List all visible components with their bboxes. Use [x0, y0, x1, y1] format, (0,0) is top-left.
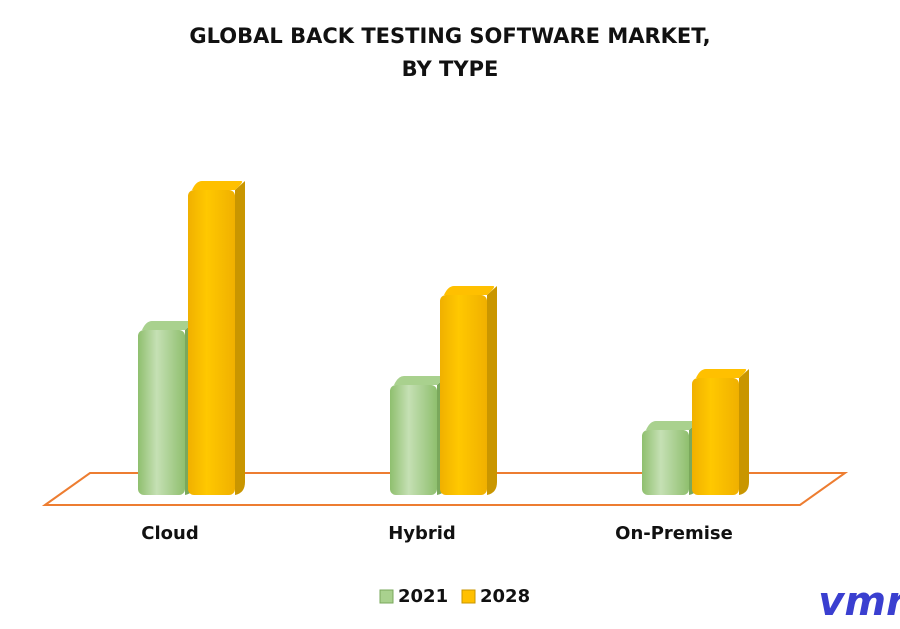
bar: [390, 376, 447, 495]
bar: [440, 286, 497, 495]
legend-swatch: [461, 589, 476, 604]
legend-swatch: [379, 589, 394, 604]
logo: vmr: [818, 579, 900, 625]
x-tick-label: Hybrid: [388, 523, 456, 544]
chart-title: GLOBAL BACK TESTING SOFTWARE MARKET,: [189, 24, 710, 48]
bar-part: [642, 430, 689, 495]
legend-label: 2021: [398, 586, 448, 607]
bar-part: [138, 330, 185, 495]
chart-title: BY TYPE: [402, 57, 499, 81]
x-tick-label: Cloud: [141, 523, 198, 544]
bar-part: [188, 190, 235, 495]
bar-part: [390, 385, 437, 495]
bar-part: [192, 181, 243, 190]
bar-part: [487, 286, 497, 495]
bar: [692, 369, 749, 495]
floor: [41, 472, 849, 506]
bar-part: [692, 378, 739, 495]
bar: [642, 421, 699, 495]
bar-part: [646, 421, 697, 430]
bar-part: [394, 376, 445, 385]
bar-part: [444, 286, 495, 295]
bar-part: [696, 369, 747, 378]
bar-part: [739, 369, 749, 495]
bar-part: [440, 295, 487, 495]
bar-part: [142, 321, 193, 330]
x-tick-label: On-Premise: [615, 523, 733, 544]
bar: [188, 181, 245, 495]
bar-part: [235, 181, 245, 495]
bar: [138, 321, 195, 495]
legend-label: 2028: [480, 586, 530, 607]
